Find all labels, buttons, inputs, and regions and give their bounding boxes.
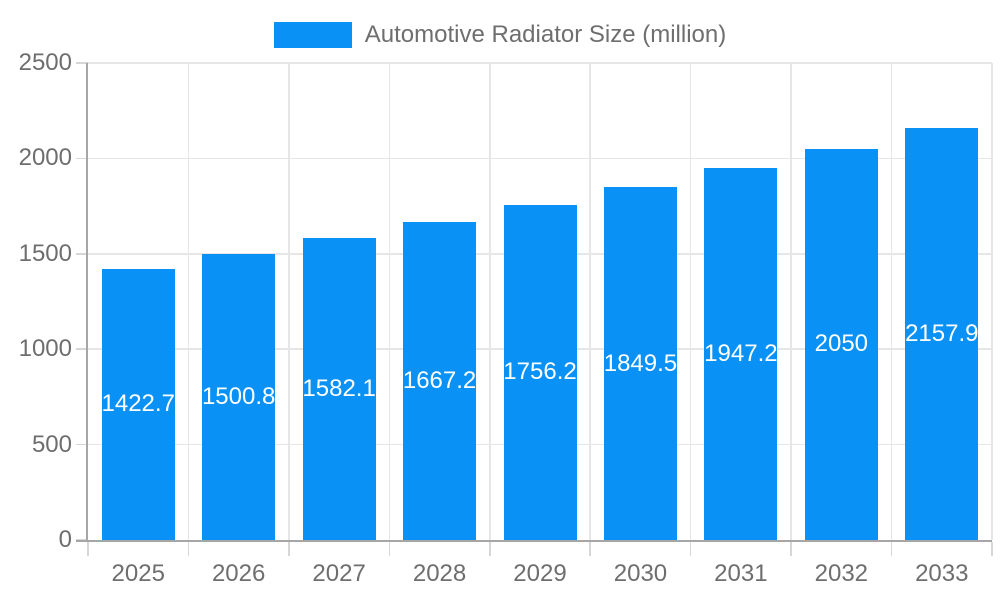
bar-value-label-2025: 1422.7 — [101, 390, 175, 418]
bar-2028[interactable] — [403, 221, 477, 540]
legend-swatch — [273, 22, 352, 48]
x-tick-6 — [689, 542, 692, 556]
x-tick-5 — [589, 542, 591, 556]
x-axis-tick-label-2026: 2026 — [211, 560, 266, 587]
y-tick-1500 — [76, 253, 88, 255]
x-axis-tick-label-2025: 2025 — [111, 560, 165, 587]
y-axis-tick-label: 2000 — [18, 144, 72, 172]
gridline-x-7 — [790, 63, 792, 540]
bar-value-label-2027: 1582.1 — [302, 375, 376, 403]
bar-2032[interactable] — [804, 148, 878, 540]
gridline-x-1 — [187, 63, 190, 540]
bar-value-label-2032: 2050 — [814, 330, 869, 358]
gridline-x-2 — [288, 63, 290, 540]
x-tick-3 — [388, 542, 391, 556]
bar-2027[interactable] — [302, 238, 376, 540]
bar-value-label-2030: 1849.5 — [603, 349, 678, 377]
bar-2030[interactable] — [603, 187, 677, 540]
bar-2031[interactable] — [704, 168, 778, 540]
y-tick-500 — [76, 443, 88, 446]
y-axis-tick-label: 1500 — [18, 239, 72, 267]
bar-value-label-2031: 1947.2 — [704, 340, 778, 368]
x-tick-4 — [489, 542, 491, 556]
y-axis-tick-label: 0 — [58, 526, 72, 553]
y-axis-tick-label: 500 — [31, 430, 72, 458]
x-tick-0 — [87, 542, 89, 556]
bar-value-label-2026: 1500.8 — [201, 382, 276, 410]
x-tick-8 — [890, 542, 893, 556]
legend-label: Automotive Radiator Size (million) — [364, 21, 727, 48]
x-axis-tick-label-2032: 2032 — [814, 560, 869, 587]
gridline-x-5 — [589, 63, 591, 540]
x-axis-tick-label-2031: 2031 — [714, 560, 768, 587]
x-axis-tick-label-2028: 2028 — [412, 560, 467, 587]
x-tick-1 — [187, 542, 190, 556]
bar-2029[interactable] — [503, 204, 577, 540]
bar-2033[interactable] — [905, 128, 979, 540]
bar-value-label-2029: 1756.2 — [503, 358, 577, 386]
legend[interactable]: Automotive Radiator Size (million) — [0, 21, 1000, 49]
x-axis-tick-label-2033: 2033 — [915, 560, 969, 587]
gridline-y-2500 — [88, 62, 992, 64]
x-axis-tick-label-2027: 2027 — [312, 560, 366, 587]
x-axis-tick-label-2029: 2029 — [513, 560, 567, 587]
gridline-x-3 — [388, 63, 391, 540]
gridline-x-4 — [489, 63, 491, 540]
y-axis-tick-label: 1000 — [18, 335, 72, 363]
y-axis-line — [86, 63, 88, 542]
gridline-y-2000 — [88, 157, 992, 160]
y-tick-2500 — [76, 62, 88, 64]
y-tick-1000 — [76, 348, 88, 350]
x-axis-line — [76, 540, 992, 542]
x-axis-tick-label-2030: 2030 — [613, 560, 668, 587]
bar-value-label-2033: 2157.9 — [905, 320, 979, 348]
bar-2026[interactable] — [202, 253, 276, 540]
gridline-x-8 — [890, 63, 893, 540]
bar-2025[interactable] — [101, 268, 175, 540]
x-tick-2 — [288, 542, 290, 556]
y-axis-tick-label: 2500 — [18, 49, 72, 76]
gridline-x-6 — [689, 63, 692, 540]
y-tick-2000 — [76, 157, 88, 160]
gridline-x-9 — [991, 63, 993, 540]
x-tick-7 — [790, 542, 792, 556]
x-tick-9 — [991, 542, 993, 556]
bar-value-label-2028: 1667.2 — [402, 366, 477, 394]
